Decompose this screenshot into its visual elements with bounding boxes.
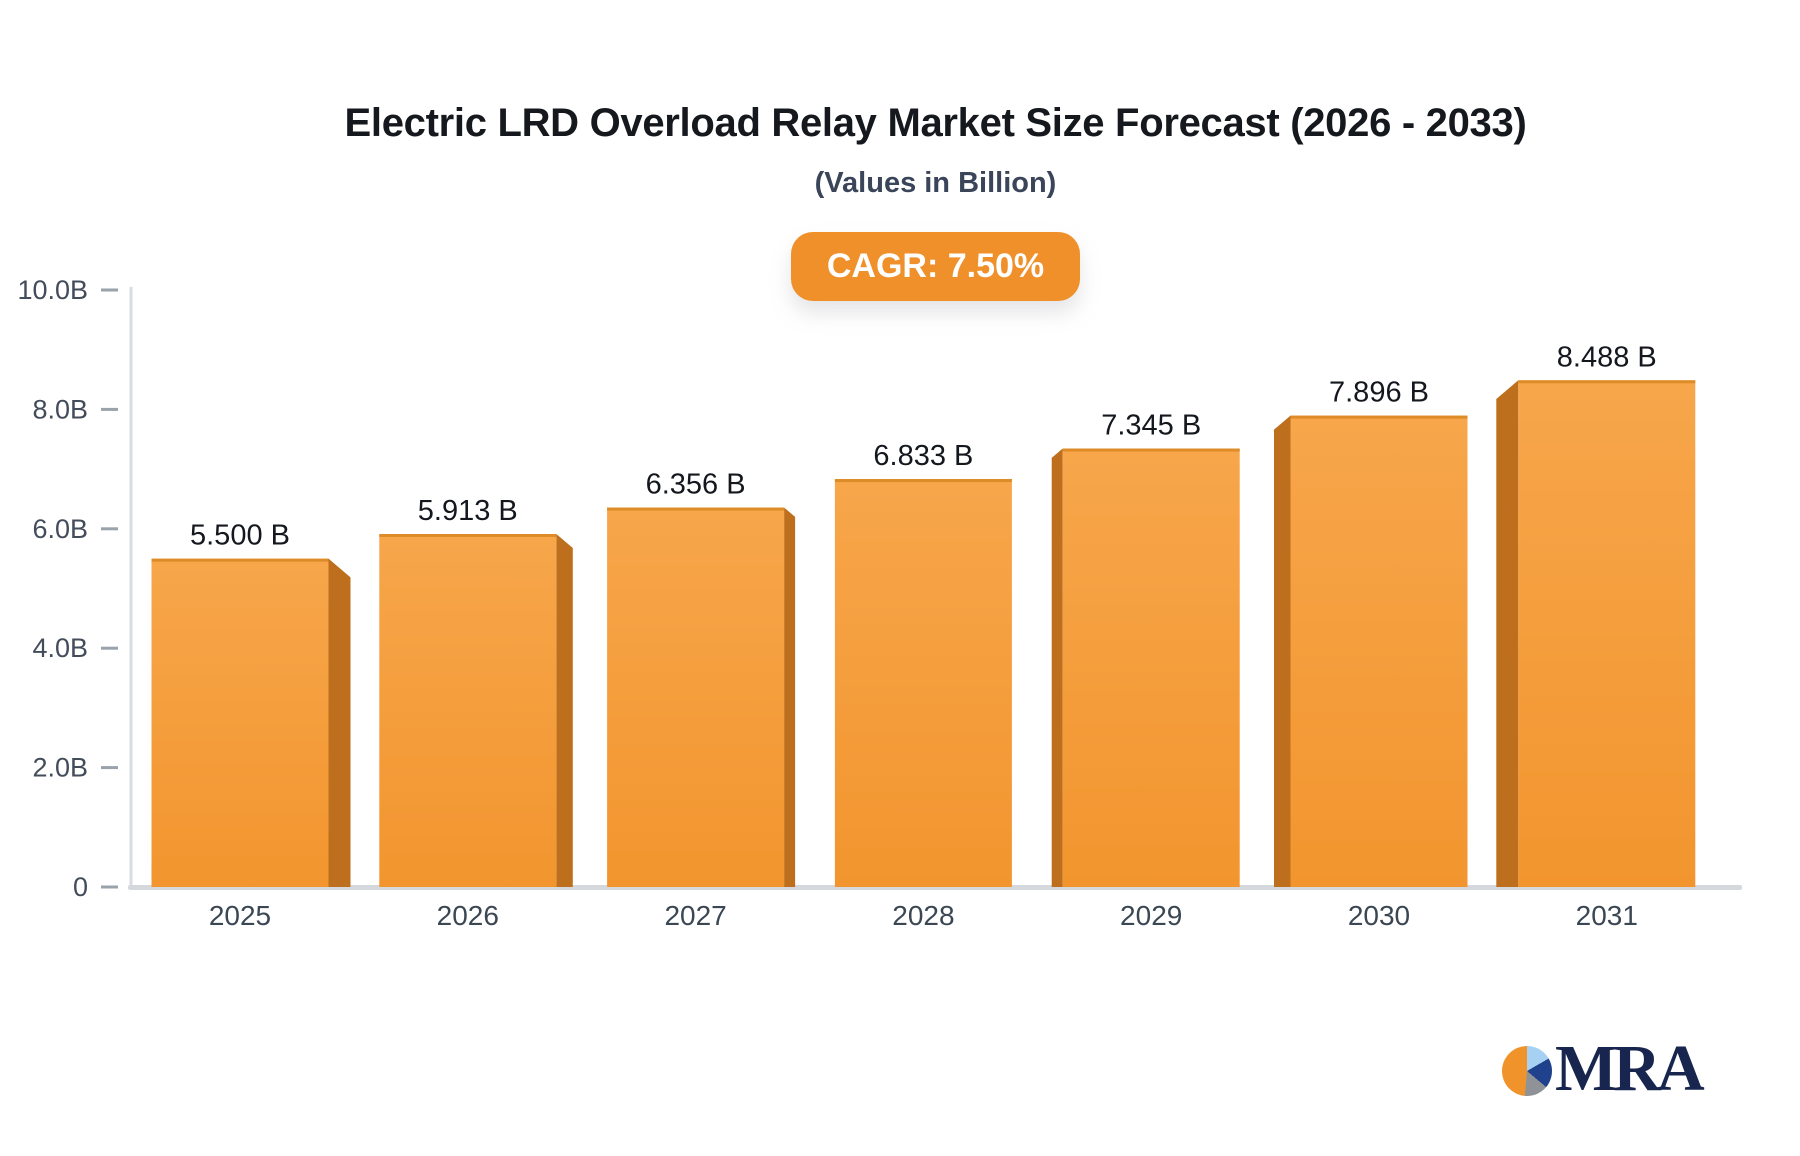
cagr-badge: CAGR: 7.50% xyxy=(790,231,1081,301)
bar-side-face xyxy=(328,558,351,887)
bar-value-label: 5.500 B xyxy=(190,520,290,552)
bar xyxy=(607,507,785,887)
bar-group-2030 xyxy=(1274,415,1468,887)
bar-value-label: 5.913 B xyxy=(418,495,518,527)
chart-header: Electric LRD Overload Relay Market Size … xyxy=(131,0,1740,301)
chart-subtitle: (Values in Billion) xyxy=(814,167,1057,199)
y-axis-label: 8.0B xyxy=(32,394,88,424)
bar-top-edge xyxy=(1290,415,1468,419)
x-axis-label: 2030 xyxy=(1348,900,1410,931)
bar xyxy=(1290,415,1468,887)
y-tick xyxy=(101,766,118,770)
y-axis-label: 4.0B xyxy=(32,633,88,663)
mra-logo: MRA xyxy=(1502,1032,1705,1105)
x-axis-label: 2025 xyxy=(209,900,271,931)
y-tick xyxy=(101,646,118,650)
bar-top-edge xyxy=(834,479,1012,483)
bar-value-label: 6.356 B xyxy=(646,469,746,501)
bar xyxy=(151,558,329,887)
bar-top-edge xyxy=(151,558,329,562)
y-axis-line xyxy=(129,287,133,887)
y-axis-label: 2.0B xyxy=(32,753,88,783)
bar-group-2029 xyxy=(1051,448,1240,887)
bar-top-edge xyxy=(607,507,785,511)
bar-value-label: 6.833 B xyxy=(873,440,973,472)
y-tick xyxy=(101,407,118,411)
bar-side-face xyxy=(1051,448,1063,887)
x-axis-label: 2027 xyxy=(664,900,726,931)
bar-side-face xyxy=(784,507,796,887)
bar-side-face xyxy=(1496,380,1519,887)
x-axis-label: 2026 xyxy=(437,900,499,931)
y-tick xyxy=(101,527,118,531)
bar-group-2025 xyxy=(151,558,351,887)
bar-group-2026 xyxy=(379,533,573,887)
bar-group-2027 xyxy=(607,507,796,887)
x-axis-label: 2028 xyxy=(892,900,954,931)
y-tick xyxy=(101,288,118,292)
bar-group-2028 xyxy=(834,479,1012,887)
bar xyxy=(1062,448,1240,887)
bar-value-label: 8.488 B xyxy=(1557,341,1657,373)
bar-top-edge xyxy=(1062,448,1240,452)
chart-title: Electric LRD Overload Relay Market Size … xyxy=(344,101,1527,145)
logo-text: MRA xyxy=(1555,1032,1705,1105)
bar-top-edge xyxy=(1518,380,1696,384)
bar-side-face xyxy=(556,533,573,887)
bar-group-2031 xyxy=(1496,380,1696,887)
bar xyxy=(1518,380,1696,887)
y-axis-label: 6.0B xyxy=(32,514,88,544)
y-axis-label: 0 xyxy=(73,872,88,902)
bar xyxy=(834,479,1012,887)
y-axis-label: 10.0B xyxy=(17,275,88,305)
bar-value-label: 7.896 B xyxy=(1329,377,1429,409)
y-tick xyxy=(101,885,118,889)
bar xyxy=(379,533,557,887)
x-axis-label: 2031 xyxy=(1576,900,1638,931)
bar-side-face xyxy=(1274,415,1291,887)
bar-value-label: 7.345 B xyxy=(1101,410,1201,442)
logo-pie-icon xyxy=(1502,1046,1552,1096)
x-axis-label: 2029 xyxy=(1120,900,1182,931)
bar-top-edge xyxy=(379,533,557,537)
